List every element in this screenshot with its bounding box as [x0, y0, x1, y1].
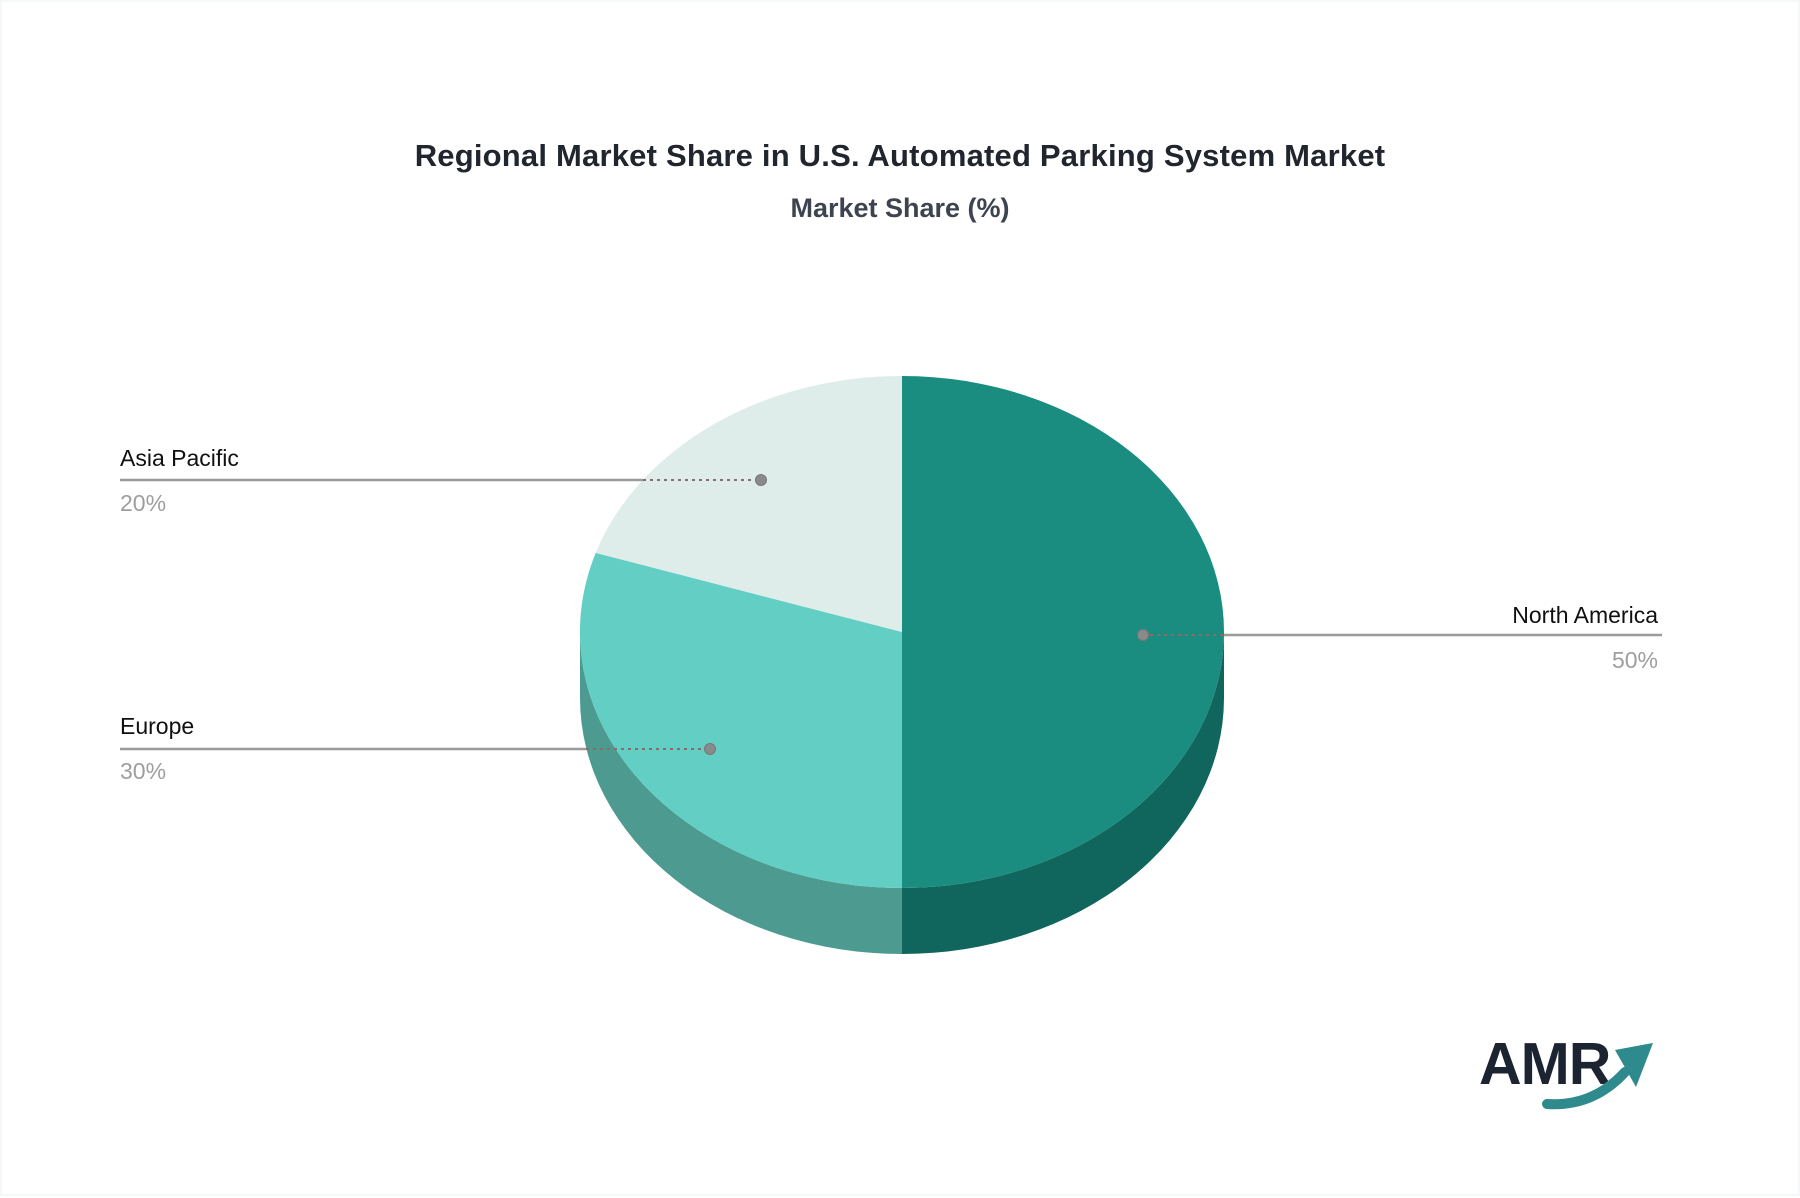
label-asia-pacific: Asia Pacific: [120, 445, 239, 471]
label-europe: Europe: [120, 713, 195, 739]
leader-dot-asia-pacific: [755, 474, 767, 486]
logo-arrow-icon: [1542, 1043, 1653, 1110]
slice-asia-pacific[interactable]: [595, 376, 902, 632]
leader-dot-north-america: [1137, 629, 1149, 641]
value-asia-pacific: 20%: [120, 490, 167, 516]
leader-dot-europe: [704, 743, 716, 755]
slice-side-europe: [580, 632, 902, 954]
value-europe: 30%: [120, 758, 167, 784]
label-north-america: North America: [1512, 602, 1658, 628]
value-north-america: 50%: [1611, 647, 1658, 673]
chart-subtitle: Market Share (%): [790, 193, 1010, 223]
slice-europe[interactable]: [579, 552, 902, 888]
slice-north-america[interactable]: [902, 376, 1224, 888]
logo-text: AMR: [1479, 1031, 1611, 1097]
chart-title: Regional Market Share in U.S. Automated …: [414, 138, 1386, 173]
slice-side-north-america: [902, 632, 1224, 954]
